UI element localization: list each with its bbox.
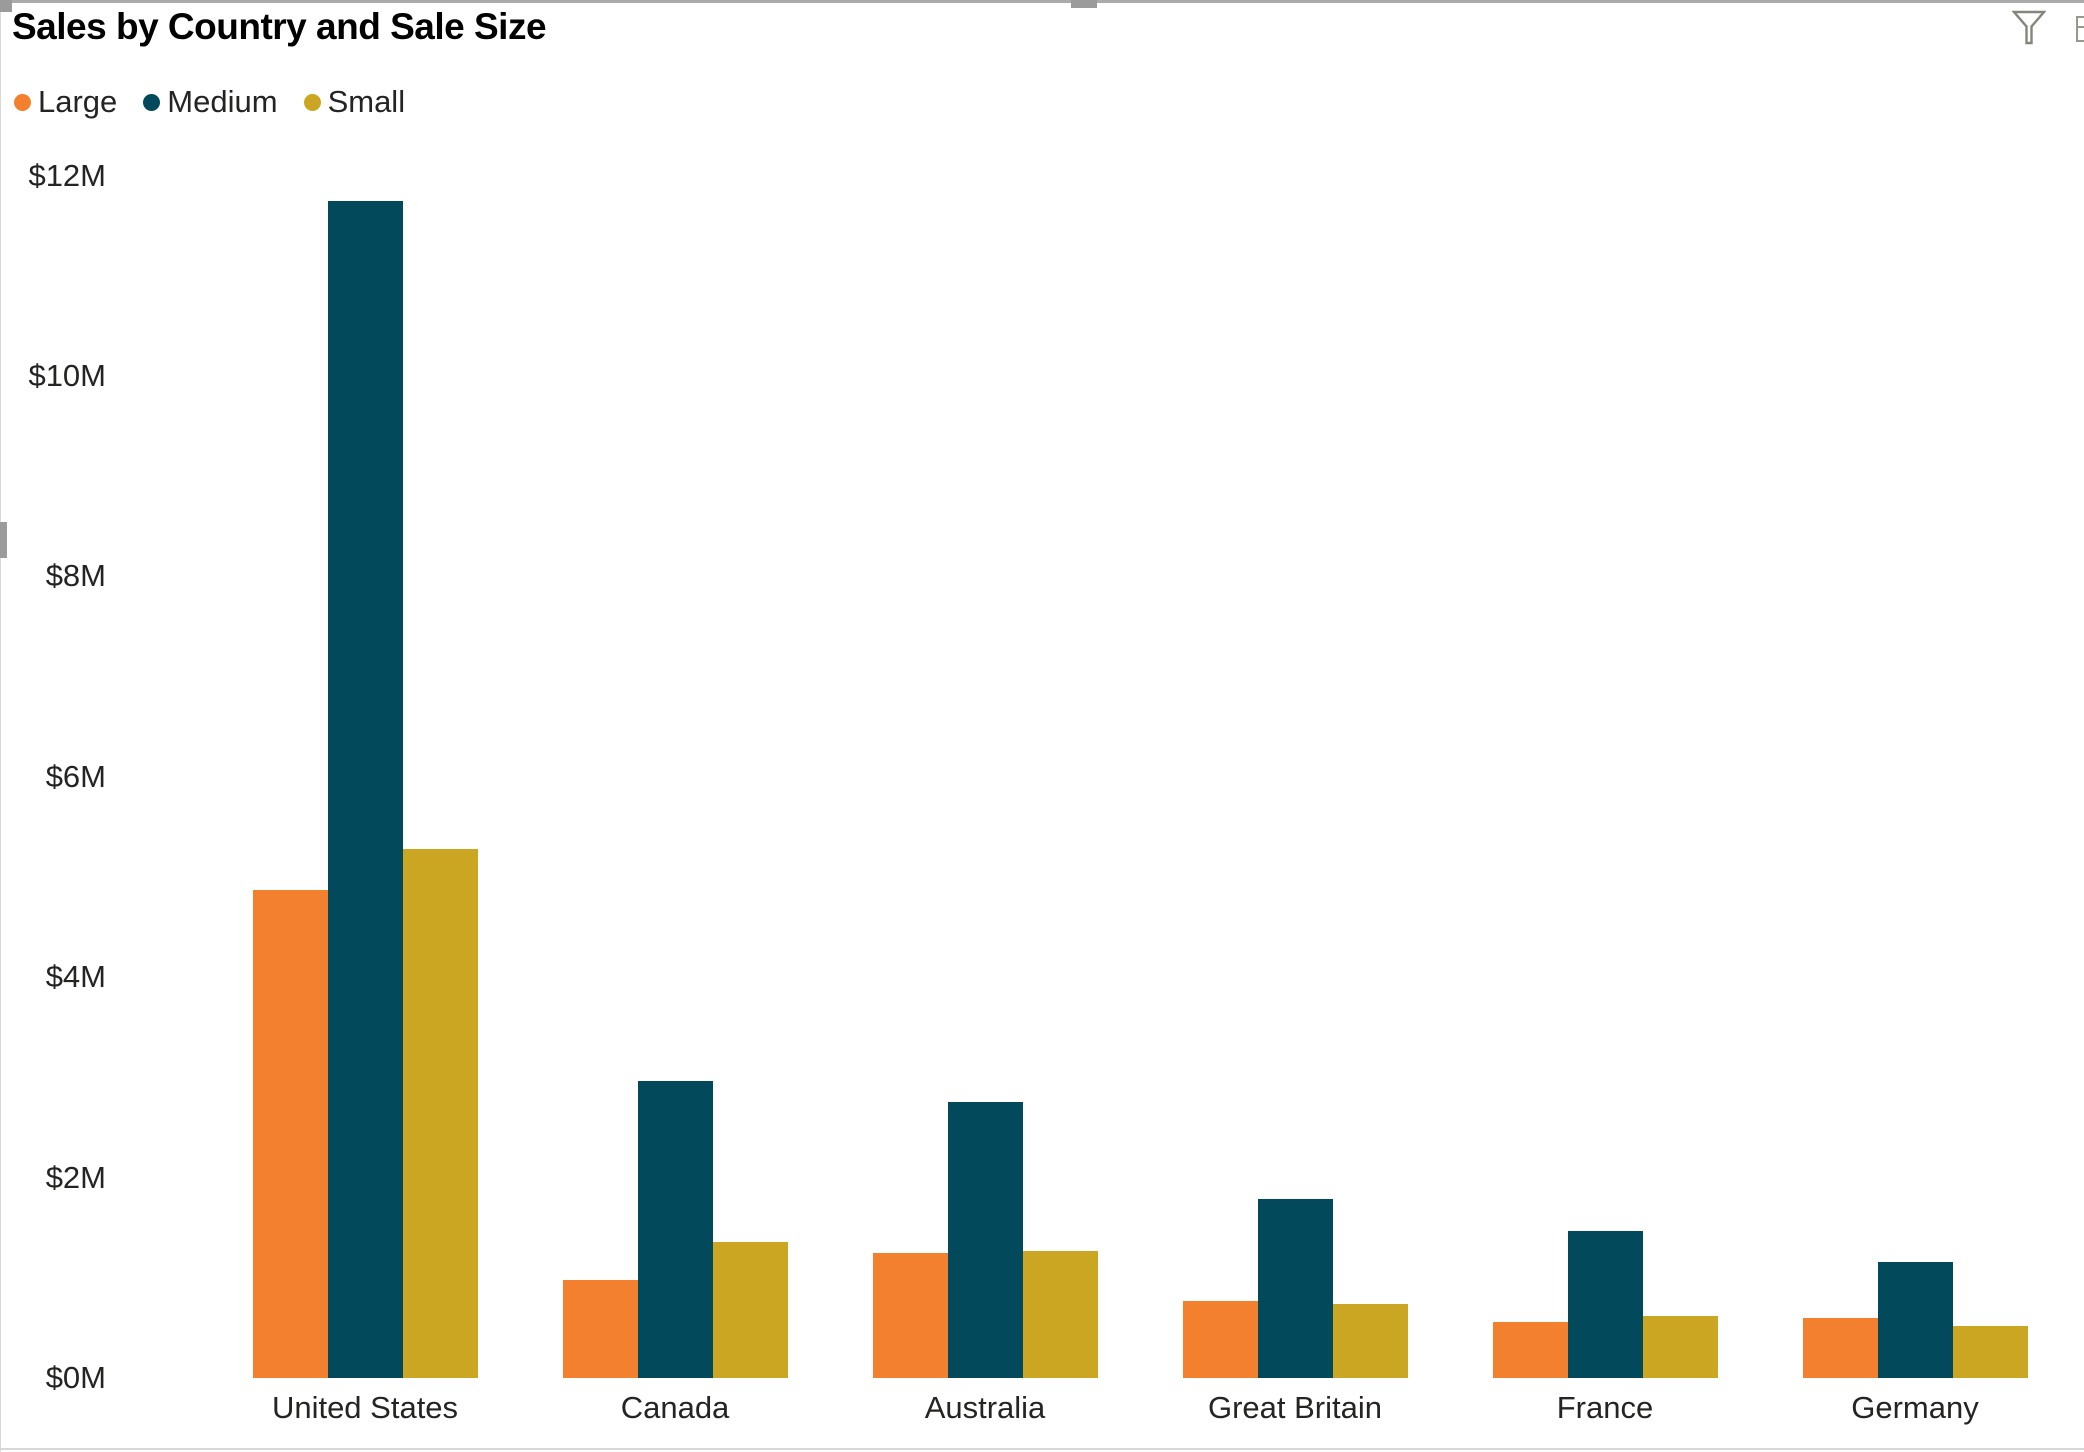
chart-title: Sales by Country and Sale Size — [12, 6, 547, 47]
legend-dot-small — [303, 93, 321, 111]
x-axis-label-australia: Australia — [924, 1390, 1046, 1425]
x-axis-label-france: France — [1556, 1390, 1654, 1425]
bar-small-united-states[interactable] — [402, 849, 478, 1378]
bar-medium-canada[interactable] — [637, 1081, 713, 1378]
y-axis-tick-label: $12M — [28, 157, 106, 193]
y-axis-tick-label: $8M — [45, 558, 106, 594]
y-axis-tick-label: $0M — [45, 1360, 106, 1395]
legend-item-medium[interactable]: Medium — [143, 84, 278, 120]
bar-large-canada[interactable] — [562, 1280, 638, 1378]
legend-label: Medium — [167, 84, 278, 119]
bar-large-germany[interactable] — [1802, 1318, 1878, 1378]
bar-medium-australia[interactable] — [947, 1102, 1023, 1378]
bar-small-germany[interactable] — [1952, 1326, 2028, 1378]
legend: Large Medium Small — [14, 84, 405, 120]
bar-small-great-britain[interactable] — [1332, 1304, 1408, 1378]
filter-icon[interactable] — [2011, 10, 2047, 51]
visual-top-border — [0, 0, 2084, 3]
resize-handle-top-left[interactable] — [0, 0, 12, 12]
legend-item-small[interactable]: Small — [303, 84, 406, 120]
bar-medium-france[interactable] — [1567, 1231, 1643, 1378]
y-axis-tick-label: $2M — [45, 1159, 106, 1195]
bar-large-australia[interactable] — [872, 1253, 948, 1378]
legend-dot-medium — [143, 93, 161, 111]
legend-label: Small — [327, 84, 406, 119]
bar-large-united-states[interactable] — [252, 890, 328, 1378]
x-axis-label-canada: Canada — [620, 1390, 730, 1425]
bar-large-france[interactable] — [1492, 1322, 1568, 1378]
x-axis-label-great-britain: Great Britain — [1207, 1390, 1382, 1425]
options-icon[interactable] — [2076, 16, 2084, 42]
bar-medium-germany[interactable] — [1877, 1262, 1953, 1378]
legend-item-large[interactable]: Large — [14, 84, 117, 120]
x-axis-label-germany: Germany — [1851, 1390, 1979, 1425]
resize-handle-top-center[interactable] — [1071, 0, 1097, 8]
y-axis-tick-label: $10M — [28, 358, 106, 393]
bar-small-canada[interactable] — [712, 1242, 788, 1378]
bar-small-france[interactable] — [1642, 1316, 1718, 1378]
bar-small-australia[interactable] — [1022, 1251, 1098, 1378]
visual-left-border — [0, 0, 1, 1452]
bar-medium-great-britain[interactable] — [1257, 1199, 1333, 1378]
legend-label: Large — [38, 84, 118, 119]
x-axis-label-united-states: United States — [271, 1390, 459, 1425]
y-axis-tick-label: $6M — [45, 758, 106, 794]
resize-handle-left-middle[interactable] — [0, 522, 7, 558]
y-axis-tick-label: $4M — [45, 959, 106, 995]
bar-large-great-britain[interactable] — [1182, 1301, 1258, 1378]
bar-medium-united-states[interactable] — [327, 201, 403, 1378]
visual-bottom-border — [0, 1448, 2084, 1450]
legend-dot-large — [14, 93, 31, 111]
